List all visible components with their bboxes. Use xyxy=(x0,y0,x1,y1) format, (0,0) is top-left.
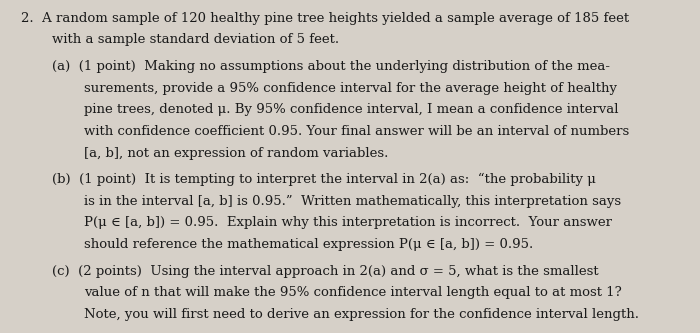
Text: with a sample standard deviation of 5 feet.: with a sample standard deviation of 5 fe… xyxy=(52,33,340,46)
Text: 2.  A random sample of 120 healthy pine tree heights yielded a sample average of: 2. A random sample of 120 healthy pine t… xyxy=(21,12,629,25)
Text: is in the interval [a, b] is 0.95.”  Written mathematically, this interpretation: is in the interval [a, b] is 0.95.” Writ… xyxy=(84,195,621,208)
Text: P(μ ∈ [a, b]) = 0.95.  Explain why this interpretation is incorrect.  Your answe: P(μ ∈ [a, b]) = 0.95. Explain why this i… xyxy=(84,216,612,229)
Text: Note, you will first need to derive an expression for the confidence interval le: Note, you will first need to derive an e… xyxy=(84,308,639,321)
Text: should reference the mathematical expression P(μ ∈ [a, b]) = 0.95.: should reference the mathematical expres… xyxy=(84,238,533,251)
Text: [a, b], not an expression of random variables.: [a, b], not an expression of random vari… xyxy=(84,147,389,160)
Text: (a)  (1 point)  Making no assumptions about the underlying distribution of the m: (a) (1 point) Making no assumptions abou… xyxy=(52,60,610,73)
Text: (c)  (2 points)  Using the interval approach in 2(a) and σ = 5, what is the smal: (c) (2 points) Using the interval approa… xyxy=(52,265,599,278)
Text: (b)  (1 point)  It is tempting to interpret the interval in 2(a) as:  “the proba: (b) (1 point) It is tempting to interpre… xyxy=(52,173,596,186)
Text: pine trees, denoted μ. By 95% confidence interval, I mean a confidence interval: pine trees, denoted μ. By 95% confidence… xyxy=(84,103,619,116)
Text: surements, provide a 95% confidence interval for the average height of healthy: surements, provide a 95% confidence inte… xyxy=(84,82,617,95)
Text: value of n that will make the 95% confidence interval length equal to at most 1?: value of n that will make the 95% confid… xyxy=(84,286,622,299)
Text: with confidence coefficient 0.95. Your final answer will be an interval of numbe: with confidence coefficient 0.95. Your f… xyxy=(84,125,629,138)
